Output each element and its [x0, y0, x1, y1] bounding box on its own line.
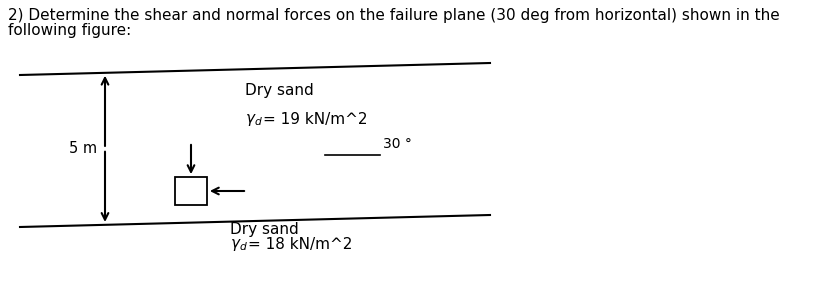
Text: = 19 kN/m^2: = 19 kN/m^2	[263, 112, 367, 127]
Text: following figure:: following figure:	[8, 23, 131, 38]
Text: Dry sand: Dry sand	[230, 222, 299, 237]
Text: Dry sand: Dry sand	[245, 83, 313, 98]
Text: $\gamma_d$: $\gamma_d$	[245, 112, 263, 128]
Text: $\gamma_d$: $\gamma_d$	[230, 237, 247, 253]
Bar	[175, 177, 207, 205]
Text: 5 m: 5 m	[69, 141, 97, 156]
Text: 2) Determine the shear and normal forces on the failure plane (30 deg from horiz: 2) Determine the shear and normal forces…	[8, 8, 780, 23]
Text: 30 °: 30 °	[383, 137, 412, 151]
Text: = 18 kN/m^2: = 18 kN/m^2	[248, 237, 352, 252]
